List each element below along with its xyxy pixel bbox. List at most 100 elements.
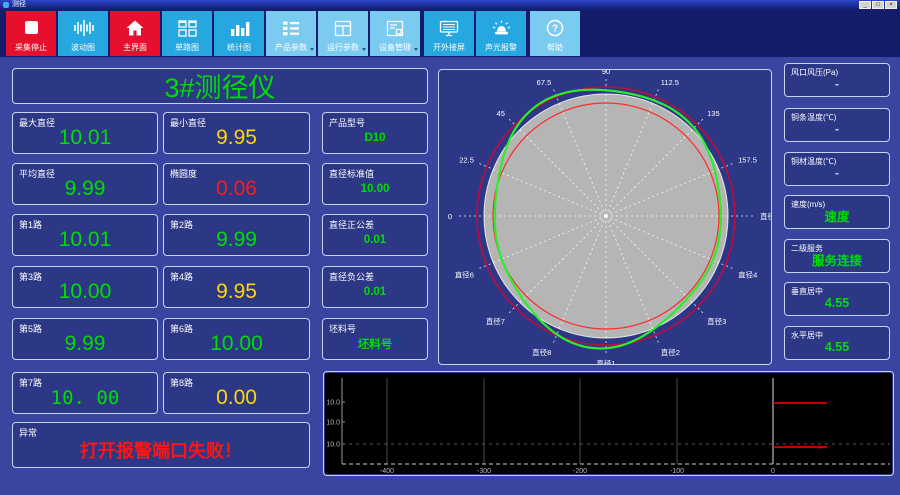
polar-profile-chart: 0 22.5 45 67.5 90 112.5 135 157.5 直径5 直径4 直径3 直径2 直径… xyxy=(448,70,771,364)
device-manage-icon xyxy=(370,15,420,41)
metric-cell: 第3路 10.00 xyxy=(12,266,158,308)
toolbar-button-label: 声光报警 xyxy=(485,43,517,52)
metric-label: 直径标准值 xyxy=(329,169,375,179)
metric-cell: 直径负公差 0.01 xyxy=(322,266,428,308)
metric-label: 第8路 xyxy=(170,378,194,388)
status-label: 风口风压(Pa) xyxy=(791,68,839,77)
spoke xyxy=(605,162,735,217)
spoke xyxy=(552,215,607,345)
metric-cell: 直径正公差 0.01 xyxy=(322,214,428,256)
spoke-label: 90 xyxy=(602,70,610,76)
x-tick-label: 0 xyxy=(771,468,775,474)
polar-chart-panel: 0 22.5 45 67.5 90 112.5 135 157.5 直径5 直径4 直径3 直径2 直径… xyxy=(438,69,772,365)
waveform-icon xyxy=(58,15,108,41)
metric-label: 直径正公差 xyxy=(329,220,375,230)
spoke xyxy=(605,87,660,217)
metric-cell: 椭圆度 0.06 xyxy=(163,163,310,205)
metric-value: 9.95 xyxy=(216,125,257,149)
bar-chart-icon xyxy=(214,15,264,41)
metric-cell: 第4路 9.95 xyxy=(163,266,310,308)
help-icon: ? xyxy=(530,15,580,41)
metric-value: 0.00 xyxy=(216,385,257,409)
metric-value: 0.01 xyxy=(363,233,387,246)
status-label: 水平居中 xyxy=(791,331,823,340)
spoke-label: 112.5 xyxy=(661,78,679,87)
sound-light-alarm-button[interactable]: 声光报警 xyxy=(476,11,526,56)
statistics-chart-button[interactable]: 统计图 xyxy=(214,11,264,56)
toolbar-button-label: 采集停止 xyxy=(15,43,47,52)
spoke-label: 157.5 xyxy=(738,155,757,164)
spoke-label: 直径4 xyxy=(738,270,757,280)
spoke-label: 直径7 xyxy=(486,316,505,326)
status-panel: 二级服务 服务连接 xyxy=(784,239,890,273)
x-tick-label: -200 xyxy=(573,468,587,474)
main-screen-button[interactable]: 主界面 xyxy=(110,11,160,56)
status-panel: 铜条温度(℃) - xyxy=(784,108,890,142)
metric-value: 9.99 xyxy=(64,176,106,200)
spoke-label: 45 xyxy=(497,109,505,118)
window-title: 测径 xyxy=(12,1,26,8)
spoke-label: 直径8 xyxy=(532,347,551,357)
measured-profile-curve xyxy=(493,88,722,350)
multi-window-icon xyxy=(162,15,212,41)
maximize-button[interactable]: □ xyxy=(872,1,884,9)
status-label: 铜条温度(℃) xyxy=(791,113,837,122)
siren-icon xyxy=(476,15,526,41)
metric-label: 椭圆度 xyxy=(170,169,198,179)
metric-value: 0.01 xyxy=(363,285,387,298)
product-params-icon xyxy=(266,15,316,41)
alarm-panel: 异常 打开报警端口失败！ xyxy=(12,422,310,468)
spoke-label: 直径5 xyxy=(760,211,771,221)
spoke xyxy=(507,215,607,315)
svg-text:?: ? xyxy=(552,24,558,35)
stop-acquisition-button[interactable]: 采集停止 xyxy=(6,11,56,56)
toolbar-button-label: 统计图 xyxy=(227,43,251,52)
chevron-down-icon xyxy=(414,48,418,51)
external-screen-button[interactable]: 开外接屏 xyxy=(424,11,474,56)
run-params-button[interactable]: 运行参数 xyxy=(318,11,368,56)
minimize-button[interactable]: _ xyxy=(859,1,871,9)
product-params-button[interactable]: 产品参数 xyxy=(266,11,316,56)
device-management-button[interactable]: 设备管理 xyxy=(370,11,420,56)
y-tick-label: 10.0 xyxy=(326,442,340,449)
metric-value: 10. 00 xyxy=(50,386,120,409)
alarm-message: 打开报警端口失败！ xyxy=(80,440,242,461)
toolbar-button-label: 产品参数 xyxy=(275,43,307,52)
metric-label: 第3路 xyxy=(19,272,43,282)
diameter-trend-chart: 10.0 10.0 10.0 -400 -300 -200 -100 0 × xyxy=(325,373,892,474)
status-value: 4.55 xyxy=(824,339,850,354)
wave-chart-button[interactable]: 波动图 xyxy=(58,11,108,56)
toolbar-button-label: 波动图 xyxy=(71,43,95,52)
metric-label: 平均直径 xyxy=(19,169,56,179)
trend-chart-panel: 10.0 10.0 10.0 -400 -300 -200 -100 0 × xyxy=(323,371,894,476)
gauge-title: 3#测径仪 xyxy=(164,72,276,103)
chevron-down-icon xyxy=(362,48,366,51)
metric-cell: 第5路 9.99 xyxy=(12,318,158,360)
help-button[interactable]: ? 帮助 xyxy=(530,11,580,56)
close-button[interactable]: × xyxy=(885,1,897,9)
x-tick-label: -300 xyxy=(477,468,491,474)
metric-cell: 最大直径 10.01 xyxy=(12,112,158,154)
status-panel: 风口风压(Pa) - xyxy=(784,63,890,97)
run-params-icon xyxy=(318,15,368,41)
toolbar-button-label: 主界面 xyxy=(123,43,147,52)
metric-cell: 产品型号 D10 xyxy=(322,112,428,154)
gauge-title-panel: 3#测径仪 xyxy=(12,68,428,104)
metric-value: 10.00 xyxy=(58,279,112,303)
metric-label: 最大直径 xyxy=(19,118,56,128)
status-value: - xyxy=(834,76,840,91)
spoke-label: 0 xyxy=(448,212,452,221)
metric-value: 10.01 xyxy=(58,227,112,251)
metric-label: 产品型号 xyxy=(329,118,366,128)
status-label: 垂直居中 xyxy=(791,287,823,296)
metric-label: 最小直径 xyxy=(170,118,207,128)
status-label: 速度(m/s) xyxy=(791,200,826,209)
nominal-circle xyxy=(492,102,720,330)
status-label: 铜材温度(℃) xyxy=(791,157,837,166)
app-icon xyxy=(3,2,9,8)
status-value: 服务连接 xyxy=(811,254,862,268)
single-channel-chart-button[interactable]: 单路图 xyxy=(162,11,212,56)
status-value: - xyxy=(834,121,840,136)
spoke xyxy=(552,87,607,217)
